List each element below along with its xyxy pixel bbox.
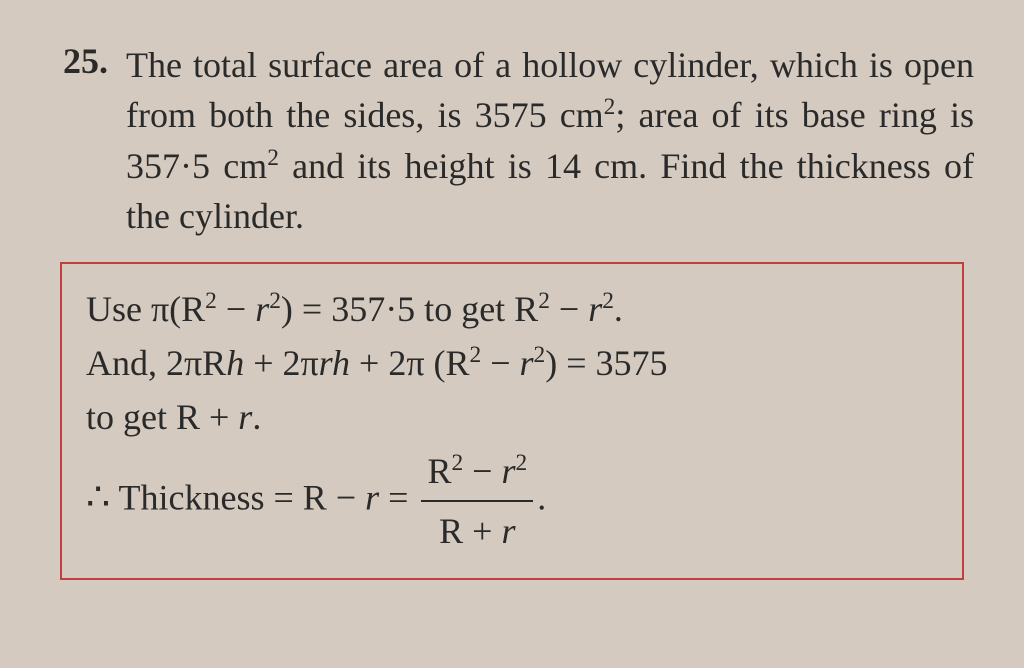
- fraction: R2 − r2R + r: [421, 444, 533, 558]
- l1-s4: 2: [602, 288, 614, 314]
- l4-t2: =: [379, 477, 417, 517]
- l2-it4: r: [520, 343, 534, 383]
- l1-t2: −: [217, 289, 255, 329]
- fn-it: r: [501, 451, 515, 491]
- l1-t3: ) = 357·5 to get R: [281, 289, 538, 329]
- fd-it: r: [501, 511, 515, 551]
- hint-line-1: Use π(R2 − r2) = 357·5 to get R2 − r2.: [86, 282, 938, 336]
- fn-b: −: [463, 451, 501, 491]
- l2-t4: −: [481, 343, 519, 383]
- page-container: 25. The total surface area of a hollow c…: [0, 0, 1024, 610]
- l2-it3: h: [332, 343, 350, 383]
- sup-1: 2: [604, 94, 616, 120]
- hint-line-2: And, 2πRh + 2πrh + 2π (R2 − r2) = 3575: [86, 336, 938, 390]
- l1-it1: r: [255, 289, 269, 329]
- question-block: 25. The total surface area of a hollow c…: [50, 40, 974, 242]
- l2-it2: r: [319, 343, 332, 383]
- l1-t4: −: [550, 289, 588, 329]
- hint-line-4: ∴ Thickness = R − r = R2 − r2R + r.: [86, 444, 938, 558]
- question-text: The total surface area of a hollow cylin…: [126, 40, 974, 242]
- l2-it1: h: [226, 343, 244, 383]
- l2-t2: + 2π: [244, 343, 318, 383]
- fn-s1: 2: [451, 450, 463, 476]
- fn-s2: 2: [516, 450, 528, 476]
- l3-it1: r: [238, 397, 252, 437]
- question-number: 25.: [50, 40, 108, 82]
- l1-it2: r: [588, 289, 602, 329]
- l1-s2: 2: [269, 288, 281, 314]
- l1-t5: .: [614, 289, 623, 329]
- l2-t1: And, 2πR: [86, 343, 226, 383]
- hint-box: Use π(R2 − r2) = 357·5 to get R2 − r2. A…: [60, 262, 964, 580]
- fd-a: R +: [439, 511, 501, 551]
- fraction-numerator: R2 − r2: [421, 444, 533, 502]
- l2-s1: 2: [470, 342, 482, 368]
- fraction-denominator: R + r: [421, 502, 533, 558]
- l4-t3: .: [537, 477, 546, 517]
- l3-t1: to get R +: [86, 397, 238, 437]
- l1-s1: 2: [205, 288, 217, 314]
- l1-s3: 2: [538, 288, 550, 314]
- l4-it1: r: [365, 477, 379, 517]
- sup-2: 2: [267, 145, 279, 171]
- hint-line-3: to get R + r.: [86, 390, 938, 444]
- l4-t1: Thickness = R −: [110, 477, 365, 517]
- l3-t2: .: [252, 397, 261, 437]
- l2-s2: 2: [534, 342, 546, 368]
- l2-t5: ) = 3575: [545, 343, 667, 383]
- fn-a: R: [427, 451, 451, 491]
- l1-t1: Use π(R: [86, 289, 205, 329]
- therefore-symbol: ∴: [86, 476, 110, 518]
- l2-t3: + 2π (R: [350, 343, 469, 383]
